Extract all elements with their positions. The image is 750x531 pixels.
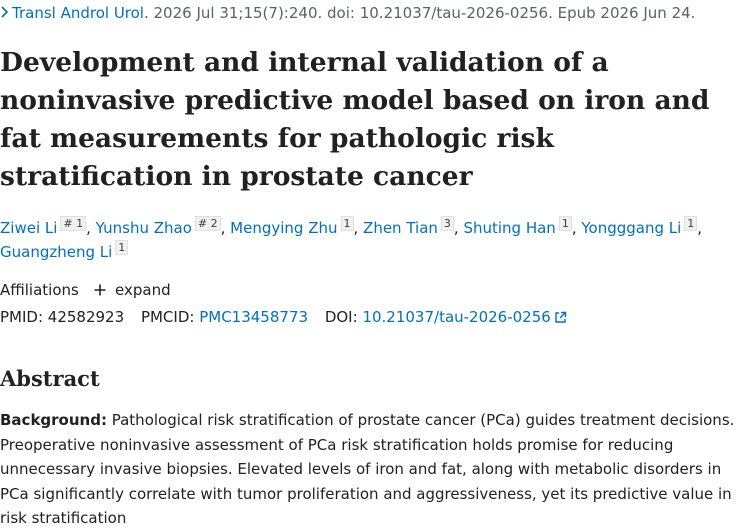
chevron-right-icon[interactable] <box>0 4 12 22</box>
pmid-value: 42582923 <box>47 308 125 326</box>
author-affiliation-badge[interactable]: 1 <box>684 216 698 231</box>
author-link[interactable]: Mengying Zhu <box>230 219 338 237</box>
doi-label: DOI: <box>324 308 358 326</box>
author-affiliation-badge[interactable]: 1 <box>340 216 354 231</box>
author-link[interactable]: Yunshu Zhao <box>95 219 192 237</box>
author-link[interactable]: Ziwei Li <box>0 219 58 237</box>
author-link[interactable]: Guangzheng Li <box>0 243 113 261</box>
article-title: Development and internal validation of a… <box>0 47 710 192</box>
abstract-background: Background: Pathological risk stratifica… <box>0 408 750 531</box>
journal-link[interactable]: Transl Androl Urol. <box>12 4 149 22</box>
external-link-icon <box>554 310 567 328</box>
author-affiliation-badge[interactable]: 3 <box>440 216 454 231</box>
pmid-label: PMID: <box>0 308 44 326</box>
citation-details: 2026 Jul 31;15(7):240. doi: 10.21037/tau… <box>148 4 696 22</box>
author-link[interactable]: Zhen Tian <box>363 219 438 237</box>
identifiers-line: PMID: 42582923 PMCID: PMC13458773 DOI: 1… <box>0 308 567 328</box>
citation-line: Transl Androl Urol. 2026 Jul 31;15(7):24… <box>0 4 695 22</box>
background-text: Pathological risk stratification of pros… <box>0 411 735 527</box>
background-label: Background: <box>0 411 107 429</box>
pmcid-link[interactable]: PMC13458773 <box>199 308 309 326</box>
author-link[interactable]: Shuting Han <box>463 219 556 237</box>
abstract-heading: Abstract <box>0 366 100 391</box>
affiliations-toggle[interactable]: Affiliations expand <box>0 280 171 300</box>
doi-link[interactable]: 10.21037/tau-2026-0256 <box>362 308 567 328</box>
plus-icon <box>94 280 111 300</box>
author-link[interactable]: Yongggang Li <box>581 219 682 237</box>
author-affiliation-badge[interactable]: # 2 <box>194 216 221 231</box>
pmcid-label: PMCID: <box>140 308 195 326</box>
doi-value: 10.21037/tau-2026-0256 <box>362 308 551 326</box>
author-affiliation-badge[interactable]: # 1 <box>60 216 87 231</box>
affiliations-label: Affiliations <box>0 281 79 299</box>
author-list: Ziwei Li # 1, Yunshu Zhao # 2, Mengying Zh… <box>0 216 703 261</box>
expand-label: expand <box>115 281 171 299</box>
author-affiliation-badge[interactable]: 1 <box>115 240 129 255</box>
author-affiliation-badge[interactable]: 1 <box>558 216 572 231</box>
